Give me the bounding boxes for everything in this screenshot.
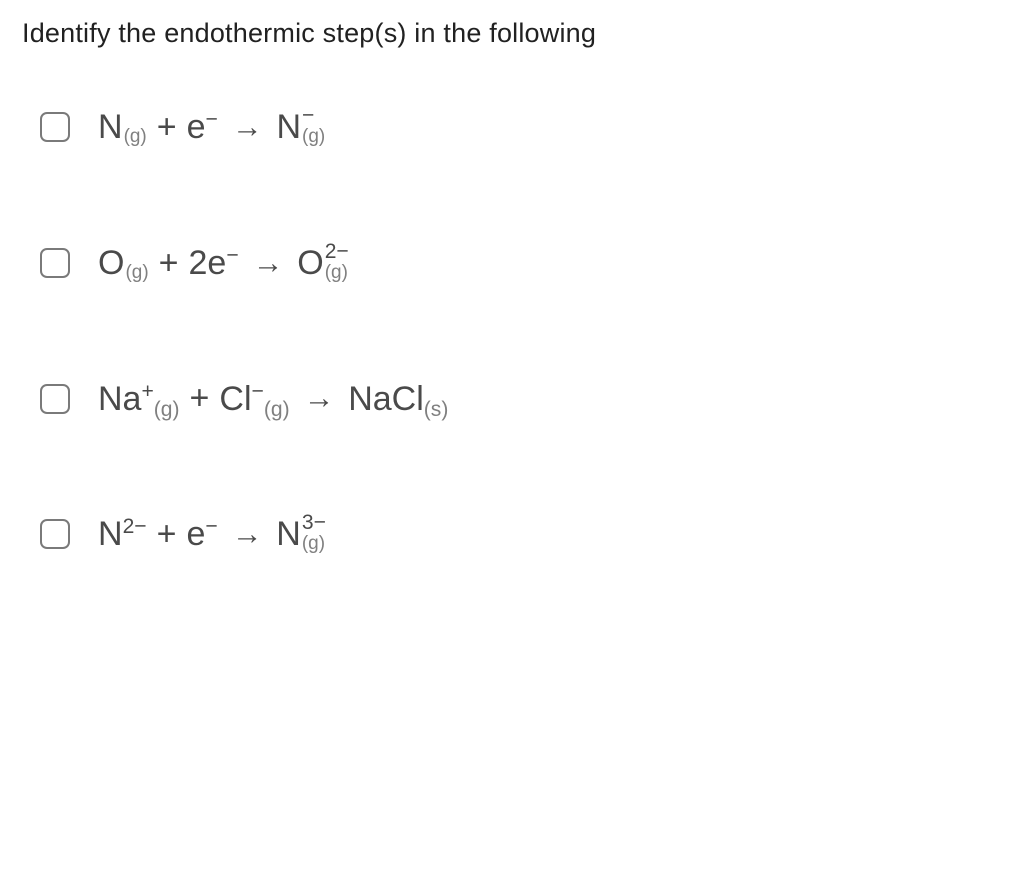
electron-base: e [207, 246, 226, 280]
checkbox-option-1[interactable] [40, 112, 70, 142]
atom-base: N [276, 110, 301, 144]
checkbox-option-4[interactable] [40, 519, 70, 549]
atom-sub: (g) [325, 264, 348, 283]
atom-sup: − [252, 380, 264, 403]
option-row: O (g) + 2 e − → O 2− (g) [40, 243, 1002, 283]
plus-sign: + [157, 108, 177, 147]
checkbox-option-2[interactable] [40, 248, 70, 278]
atom-sup: + [141, 380, 153, 403]
electron-sup: − [206, 108, 218, 131]
formula-option-4: N 2− + e − → N 3− (g) [98, 514, 326, 554]
atom-base: N [276, 517, 301, 551]
checkbox-option-3[interactable] [40, 384, 70, 414]
electron-base: e [186, 517, 205, 551]
arrow-icon: → [232, 110, 263, 145]
plus-sign: + [190, 379, 210, 418]
atom-sub: (g) [302, 128, 325, 147]
formula-option-3: Na + (g) + Cl − (g) → NaCl (s) [98, 379, 448, 418]
arrow-icon: → [253, 246, 284, 281]
electron-sup: − [226, 244, 238, 267]
atom-sub: (g) [125, 264, 148, 283]
atom-sub: (g) [264, 398, 290, 421]
atom-sup: 3− [302, 514, 326, 535]
atom-sub: (g) [124, 128, 147, 147]
atom-sup: 2− [123, 515, 147, 538]
option-row: N 2− + e − → N 3− (g) [40, 514, 1002, 554]
plus-sign: + [159, 244, 179, 283]
option-row: Na + (g) + Cl − (g) → NaCl (s) [40, 379, 1002, 418]
atom-base: NaCl [348, 382, 424, 416]
atom-base: N [98, 110, 123, 144]
atom-sub: (s) [424, 398, 449, 421]
formula-option-1: N (g) + e − → N − (g) [98, 107, 325, 147]
arrow-icon: → [304, 381, 335, 416]
atom-sup: 2− [325, 243, 349, 264]
formula-option-2: O (g) + 2 e − → O 2− (g) [98, 243, 349, 283]
atom-sup: − [302, 107, 314, 128]
atom-base: Na [98, 382, 141, 416]
atom-sub: (g) [154, 398, 180, 421]
option-row: N (g) + e − → N − (g) [40, 107, 1002, 147]
arrow-icon: → [232, 517, 263, 552]
atom-sub: (g) [302, 535, 325, 554]
atom-base: N [98, 517, 123, 551]
electron-base: e [187, 110, 206, 144]
coef: 2 [189, 246, 208, 280]
atom-base: O [297, 246, 323, 280]
atom-base: O [98, 246, 124, 280]
plus-sign: + [157, 515, 177, 554]
question-text: Identify the endothermic step(s) in the … [22, 18, 1002, 49]
atom-base: Cl [219, 382, 251, 416]
electron-sup: − [205, 515, 217, 538]
